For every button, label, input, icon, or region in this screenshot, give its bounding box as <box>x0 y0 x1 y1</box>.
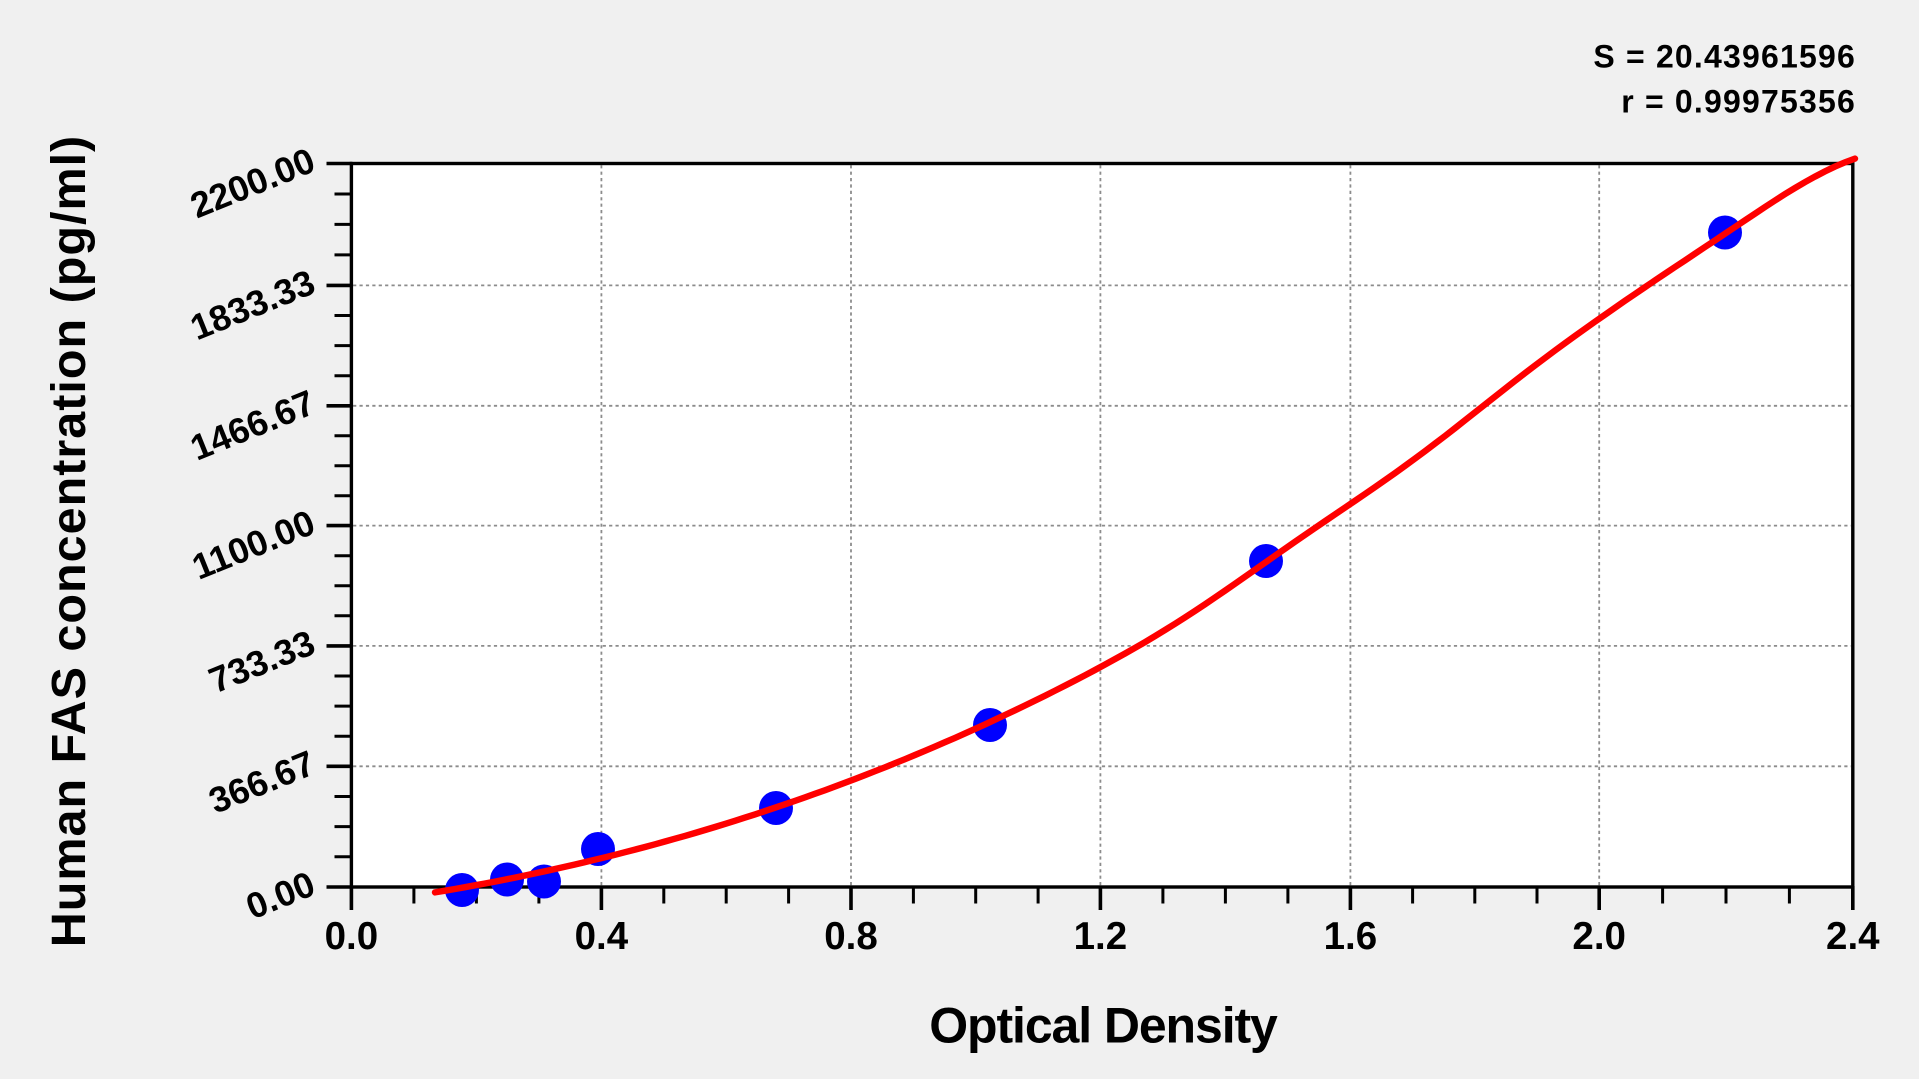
svg-text:Optical Density: Optical Density <box>929 998 1278 1054</box>
svg-text:1.2: 1.2 <box>1074 915 1128 958</box>
svg-text:S = 20.43961596: S = 20.43961596 <box>1593 39 1856 75</box>
svg-text:1.6: 1.6 <box>1324 915 1378 958</box>
svg-text:0.0: 0.0 <box>325 915 379 958</box>
svg-text:0.4: 0.4 <box>575 915 629 958</box>
svg-text:0.8: 0.8 <box>824 915 878 958</box>
svg-text:r = 0.99975356: r = 0.99975356 <box>1621 83 1856 119</box>
svg-text:2.0: 2.0 <box>1572 915 1626 958</box>
svg-text:Human FAS concentration (pg/ml: Human FAS concentration (pg/ml) <box>42 135 96 947</box>
svg-text:2.4: 2.4 <box>1826 915 1880 958</box>
